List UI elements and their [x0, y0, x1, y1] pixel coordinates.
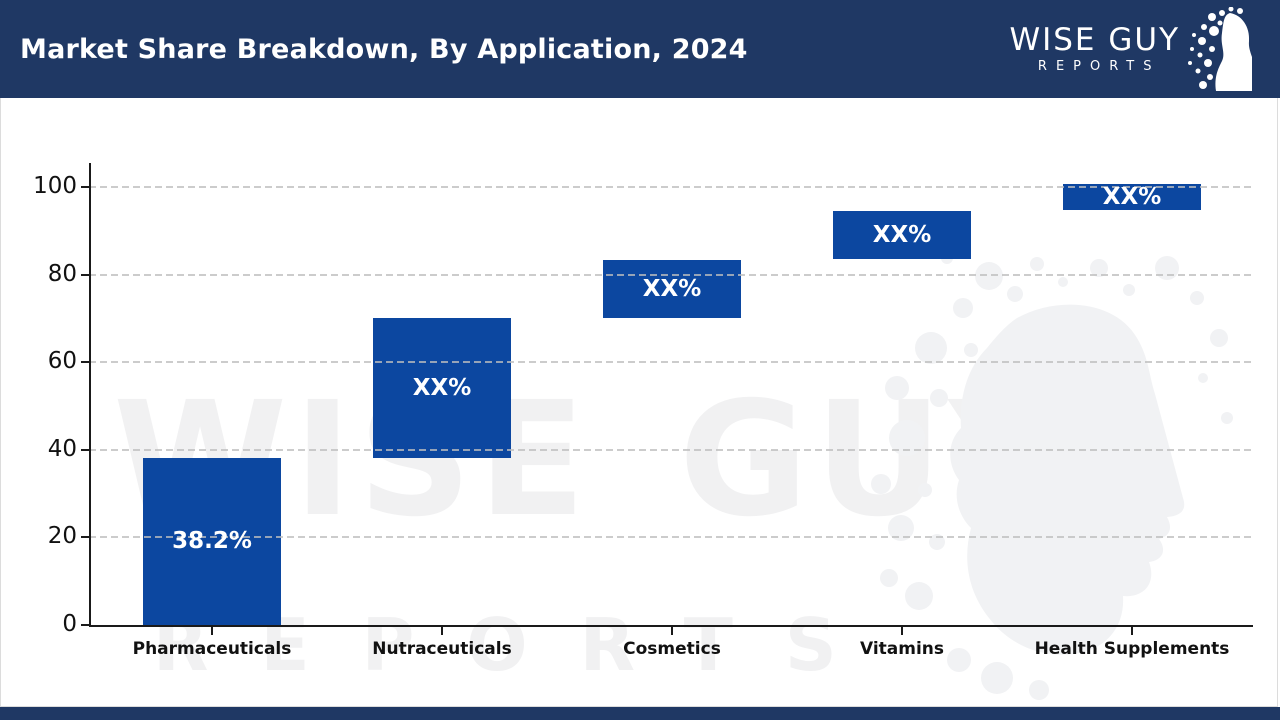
bar-segment	[373, 318, 511, 458]
logo-face-icon	[1188, 7, 1252, 91]
y-tick-mark	[81, 448, 89, 451]
y-tick-label: 80	[47, 260, 77, 287]
y-tick-label: 100	[33, 173, 77, 199]
x-tick-mark	[671, 627, 673, 635]
y-tick-mark	[81, 536, 89, 539]
wise-guy-logo: WISE GUY REPORTS	[1009, 7, 1252, 91]
bar-segment	[1063, 183, 1201, 210]
footer-bar	[0, 707, 1280, 720]
bar-segment	[833, 211, 971, 259]
x-tick-label: Vitamins	[859, 639, 945, 659]
y-tick-mark	[81, 361, 89, 364]
x-tick-mark	[901, 627, 903, 635]
bar-value-label: XX%	[642, 276, 702, 303]
bar-value-label: 38.2%	[172, 528, 252, 555]
bar-segment	[603, 259, 741, 319]
page-title: Market Share Breakdown, By Application, …	[20, 33, 748, 65]
gridline	[89, 361, 1253, 364]
y-tick-mark	[81, 186, 89, 188]
bar-segment	[143, 457, 281, 625]
gridline	[89, 273, 1253, 276]
x-tick-mark	[1131, 627, 1133, 635]
logo-subtitle: REPORTS	[1037, 59, 1161, 74]
x-tick-mark	[211, 627, 213, 635]
y-axis-line	[89, 163, 91, 627]
y-tick-label: 40	[47, 435, 77, 462]
logo-text: WISE GUY REPORTS	[1009, 22, 1180, 74]
x-tick-label: Health Supplements	[1034, 639, 1230, 659]
y-tick-label: 0	[62, 611, 77, 637]
x-tick-label: Pharmaceuticals	[132, 639, 292, 659]
x-axis-line	[89, 625, 1253, 627]
gridline	[89, 536, 1253, 539]
bar-value-label: XX%	[872, 221, 932, 248]
y-tick-label: 20	[47, 523, 77, 550]
x-tick-mark	[441, 627, 443, 635]
x-tick-label: Nutraceuticals	[372, 639, 512, 659]
chart-canvas: WISE GUY REPORTS 38.2% Pharmaceuticals XX%…	[0, 98, 1278, 707]
y-tick-mark	[81, 273, 89, 276]
y-tick-mark	[81, 624, 89, 626]
y-tick-label: 60	[47, 348, 77, 375]
watermark-face	[871, 252, 1233, 700]
x-tick-label: Cosmetics	[623, 639, 721, 659]
header-bar: Market Share Breakdown, By Application, …	[0, 0, 1280, 98]
gridline	[89, 448, 1253, 451]
bar-value-label: XX%	[1102, 183, 1162, 210]
bar-value-label: XX%	[412, 375, 472, 402]
gridline	[89, 186, 1253, 188]
logo-wordmark: WISE GUY	[1009, 22, 1180, 58]
